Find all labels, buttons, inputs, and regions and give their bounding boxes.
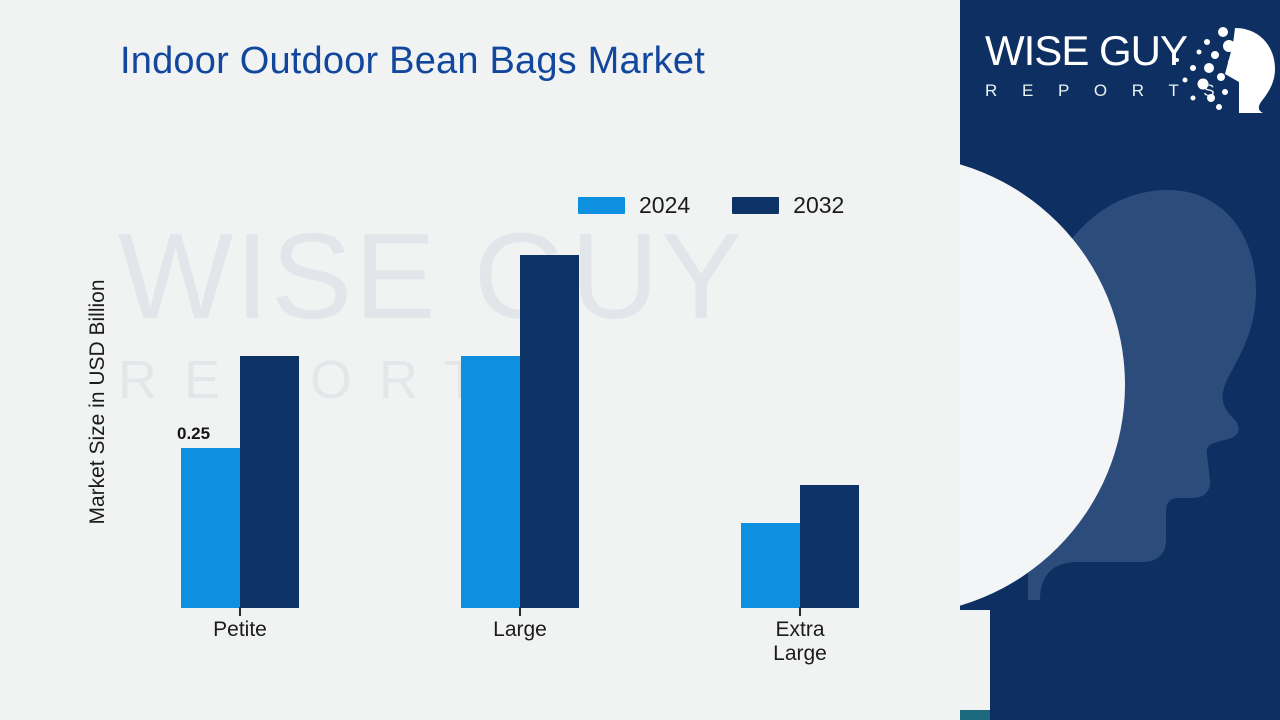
- legend-swatch-icon-2024: [578, 197, 625, 214]
- x-tick-large: [519, 607, 521, 616]
- bar-value-label-petite-2024: 0.25: [177, 424, 211, 443]
- x-label-large-line1: Large: [493, 618, 547, 641]
- brand-panel: WISE GUY R E P O R T S: [960, 0, 1280, 720]
- legend-label-2032: 2032: [793, 192, 845, 218]
- bar-group-petite: 0.25 Petite: [165, 150, 315, 641]
- bar-large-2024[interactable]: [461, 356, 520, 608]
- legend-swatch-icon-2032: [732, 197, 780, 214]
- chart-legend: 2024 2032: [578, 194, 844, 217]
- plot-area: 0.25 Petite Large: [100, 150, 940, 665]
- bar-large-2032[interactable]: [520, 255, 579, 608]
- panel-accent-bar: [960, 710, 990, 720]
- x-label-extra-large: Extra Large: [730, 618, 870, 665]
- bar-groups: 0.25 Petite Large: [100, 150, 940, 665]
- legend-label-2024: 2024: [639, 192, 691, 218]
- legend-item-2024[interactable]: 2024: [578, 194, 690, 217]
- x-label-extra-large-line2: Large: [773, 641, 827, 665]
- logo-dots-face-icon: [1175, 27, 1275, 113]
- x-label-petite: Petite: [170, 618, 310, 642]
- x-label-extra-large-line1: Extra: [775, 618, 825, 641]
- panel-bottom-notch: [960, 610, 990, 720]
- page-title: Indoor Outdoor Bean Bags Market: [120, 40, 705, 82]
- x-tick-petite: [239, 607, 241, 616]
- bar-petite-2024[interactable]: 0.25: [177, 424, 240, 608]
- bar-extra-large-2032[interactable]: [800, 485, 859, 608]
- brand-logo-subtitle: R E P O R T S: [985, 81, 1225, 100]
- y-axis-label: Market Size in USD Billion: [86, 279, 109, 525]
- x-label-large: Large: [450, 618, 590, 642]
- bar-extra-large-2024[interactable]: [741, 523, 800, 608]
- molecule-circle-graphic: [960, 155, 1125, 615]
- brand-logo-wordmark: WISE GUY: [985, 27, 1188, 74]
- bar-group-large: Large: [445, 150, 595, 641]
- x-label-petite-line1: Petite: [213, 618, 267, 641]
- bar-group-extra-large: Extra Large: [725, 150, 875, 665]
- brand-logo[interactable]: WISE GUY R E P O R T S: [985, 27, 1275, 113]
- x-tick-extra-large: [799, 607, 801, 616]
- legend-item-2032[interactable]: 2032: [732, 194, 844, 217]
- bar-petite-2032[interactable]: [240, 356, 299, 608]
